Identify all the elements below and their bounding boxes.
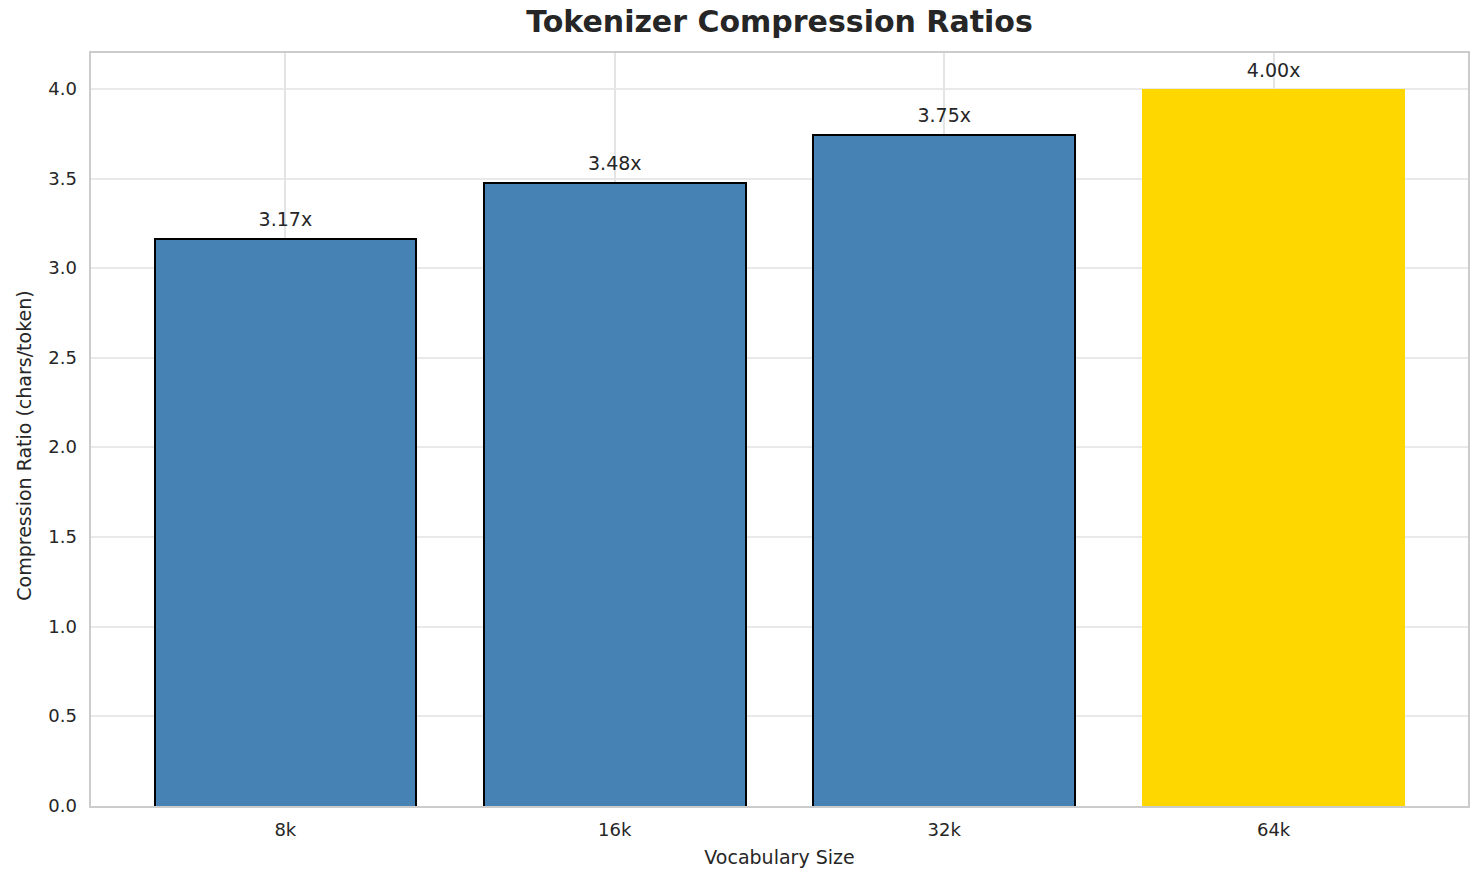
x-tick-label: 16k <box>535 818 695 842</box>
y-tick-label: 4.0 <box>13 77 77 101</box>
y-tick-label: 0.0 <box>13 794 77 818</box>
chart-title: Tokenizer Compression Ratios <box>91 2 1468 42</box>
bar-8k <box>154 238 418 806</box>
bar-value-label: 3.75x <box>864 102 1024 128</box>
y-tick-label: 0.5 <box>13 704 77 728</box>
x-axis-label: Vocabulary Size <box>91 845 1468 870</box>
y-tick-label: 1.0 <box>13 615 77 639</box>
y-tick-label: 2.0 <box>13 435 77 459</box>
x-tick-label: 8k <box>205 818 365 842</box>
plot-area: 3.17x 3.48x 3.75x 4.00x <box>89 51 1470 808</box>
bar-32k <box>812 134 1076 806</box>
x-tick-label: 32k <box>864 818 1024 842</box>
y-tick-label: 1.5 <box>13 525 77 549</box>
bar-64k <box>1142 89 1406 806</box>
bar-16k <box>483 182 747 806</box>
bar-value-label: 3.17x <box>205 206 365 232</box>
x-tick-label: 64k <box>1194 818 1354 842</box>
y-tick-label: 3.5 <box>13 167 77 191</box>
bar-value-label: 3.48x <box>535 150 695 176</box>
bar-value-label: 4.00x <box>1194 57 1354 83</box>
y-tick-label: 2.5 <box>13 346 77 370</box>
y-tick-label: 3.0 <box>13 256 77 280</box>
figure: Tokenizer Compression Ratios Compression… <box>0 0 1484 885</box>
